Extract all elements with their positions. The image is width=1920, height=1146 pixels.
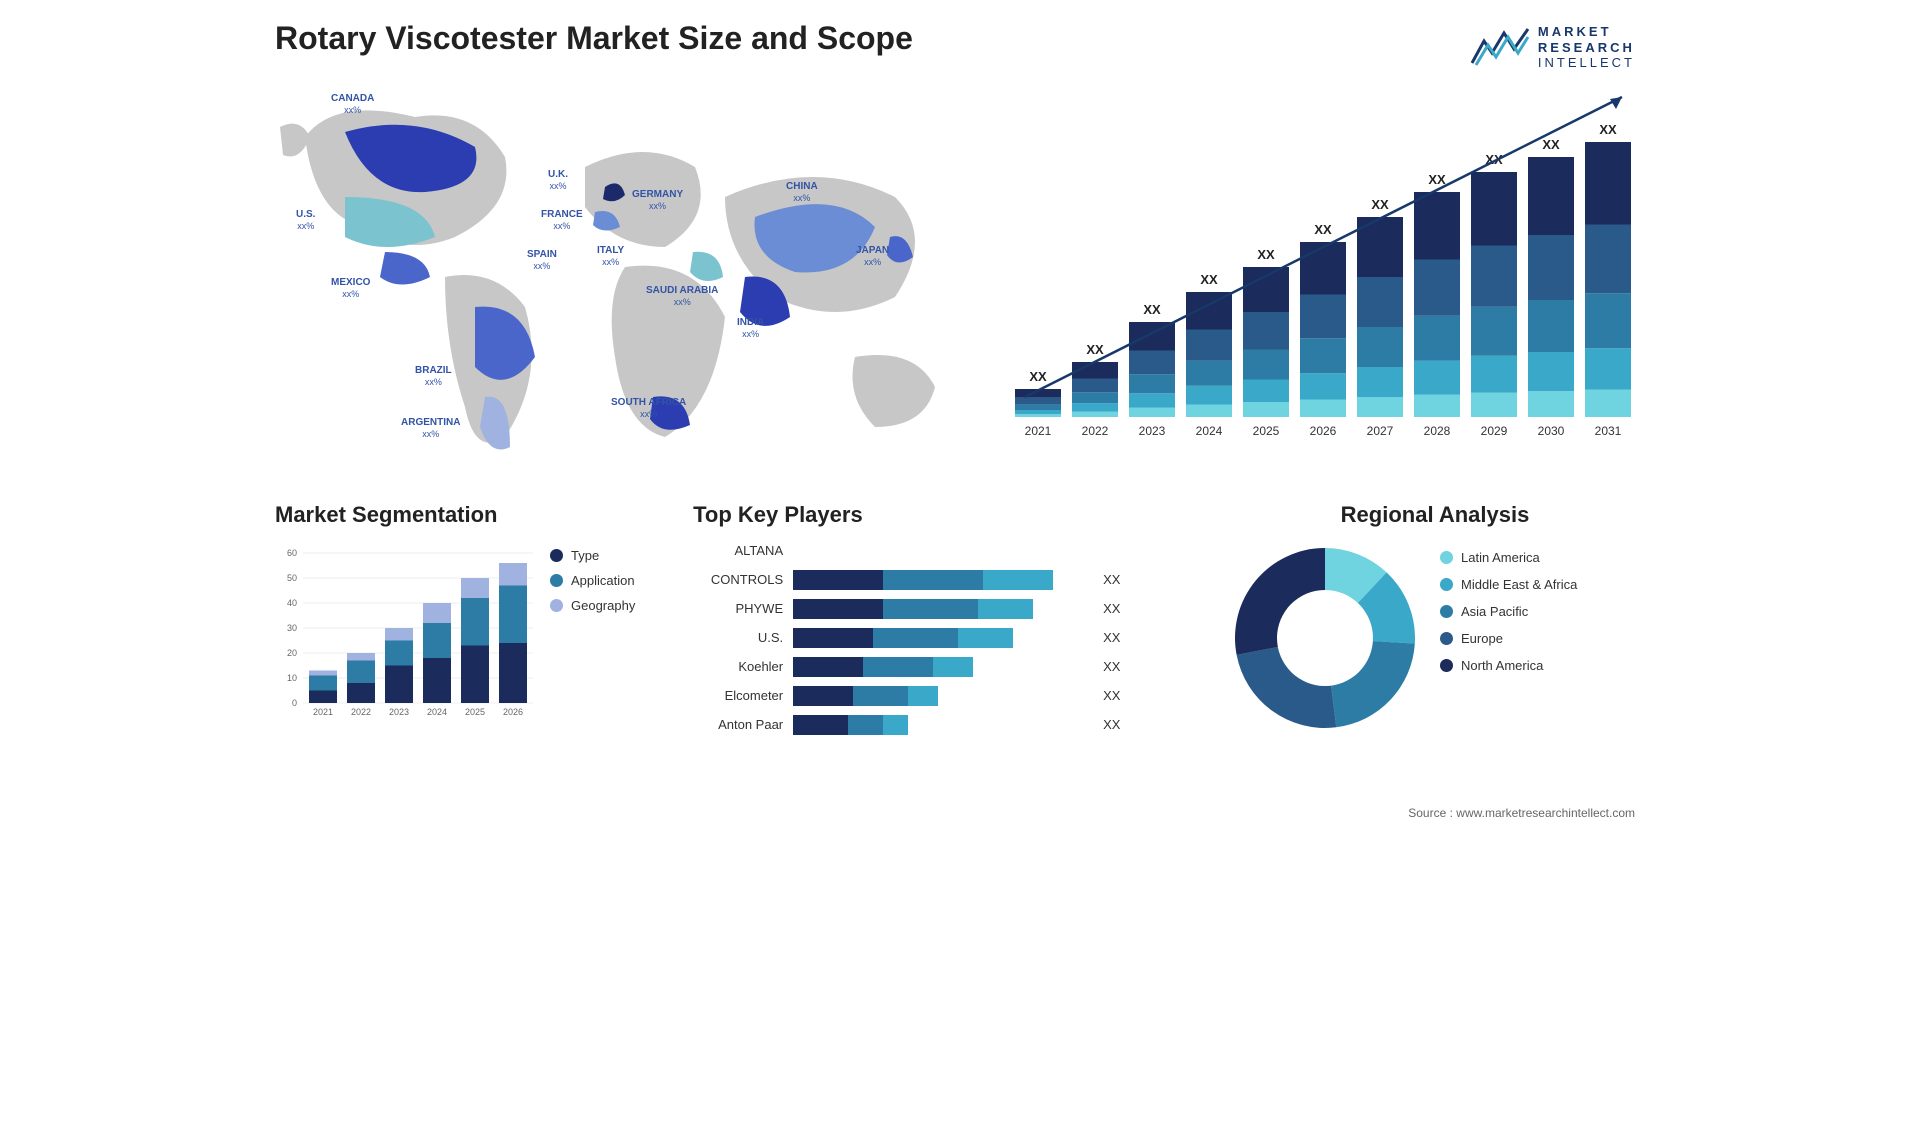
- player-name: ALTANA: [693, 543, 793, 558]
- player-name: PHYWE: [693, 601, 793, 616]
- svg-text:XX: XX: [1143, 302, 1161, 317]
- svg-text:2029: 2029: [1481, 424, 1508, 438]
- regional-title: Regional Analysis: [1225, 502, 1645, 528]
- legend-item: Europe: [1440, 631, 1577, 646]
- svg-text:2023: 2023: [1139, 424, 1166, 438]
- donut-svg: [1225, 538, 1425, 738]
- player-row: CONTROLS XX: [693, 567, 1205, 592]
- player-value: XX: [1103, 717, 1120, 732]
- svg-text:2021: 2021: [1025, 424, 1052, 438]
- svg-text:2028: 2028: [1424, 424, 1451, 438]
- page-title: Rotary Viscotester Market Size and Scope: [275, 20, 1645, 57]
- map-label: GERMANYxx%: [632, 189, 683, 212]
- map-label: FRANCExx%: [541, 209, 583, 232]
- svg-text:XX: XX: [1599, 122, 1617, 137]
- svg-text:XX: XX: [1428, 172, 1446, 187]
- growth-svg: 2021 XX 2022 XX 2023 XX 2024 XX 2025 XX 2026 XX 2027…: [1005, 77, 1645, 457]
- world-map: CANADAxx% U.S.xx% MEXICOxx% BRAZILxx% ARGENT…: [275, 77, 975, 477]
- growth-chart: 2021 XX 2022 XX 2023 XX 2024 XX 2025 XX 2026 XX 2027…: [1005, 77, 1645, 457]
- player-value: XX: [1103, 572, 1120, 587]
- player-name: Anton Paar: [693, 717, 793, 732]
- player-value: XX: [1103, 688, 1120, 703]
- logo-line2: RESEARCH: [1538, 40, 1635, 55]
- player-row: Anton Paar XX: [693, 712, 1205, 737]
- svg-text:XX: XX: [1086, 342, 1104, 357]
- segmentation-svg: 0 10 20 30 40 50 60 2021 2022 2023 2024 2025 2026: [275, 538, 535, 718]
- svg-text:2025: 2025: [1253, 424, 1280, 438]
- svg-text:XX: XX: [1200, 272, 1218, 287]
- player-value: XX: [1103, 601, 1120, 616]
- legend-item: Geography: [550, 598, 635, 613]
- map-label: CANADAxx%: [331, 93, 374, 116]
- svg-text:20: 20: [287, 648, 297, 658]
- legend-item: Type: [550, 548, 635, 563]
- svg-text:2022: 2022: [1082, 424, 1109, 438]
- map-label: JAPANxx%: [856, 245, 889, 268]
- svg-text:2025: 2025: [465, 707, 485, 717]
- brand-logo: MARKET RESEARCH INTELLECT: [1470, 24, 1635, 71]
- player-row: Koehler XX: [693, 654, 1205, 679]
- map-label: CHINAxx%: [786, 181, 818, 204]
- player-name: Elcometer: [693, 688, 793, 703]
- map-label: SAUDI ARABIAxx%: [646, 285, 718, 308]
- regional-panel: Regional Analysis Latin America Middle Ea…: [1225, 502, 1645, 741]
- svg-text:XX: XX: [1314, 222, 1332, 237]
- svg-text:XX: XX: [1029, 369, 1047, 384]
- svg-text:2022: 2022: [351, 707, 371, 717]
- svg-text:2024: 2024: [427, 707, 447, 717]
- svg-text:0: 0: [292, 698, 297, 708]
- segmentation-legend: Type Application Geography: [550, 538, 635, 718]
- source-text: Source : www.marketresearchintellect.com: [1408, 806, 1635, 820]
- svg-text:10: 10: [287, 673, 297, 683]
- map-label: U.S.xx%: [296, 209, 315, 232]
- player-name: CONTROLS: [693, 572, 793, 587]
- legend-item: North America: [1440, 658, 1577, 673]
- svg-text:40: 40: [287, 598, 297, 608]
- legend-item: Application: [550, 573, 635, 588]
- regional-legend: Latin America Middle East & Africa Asia Pa…: [1440, 538, 1577, 738]
- map-label: U.K.xx%: [548, 169, 568, 192]
- svg-text:2026: 2026: [1310, 424, 1337, 438]
- legend-item: Middle East & Africa: [1440, 577, 1577, 592]
- svg-text:2026: 2026: [503, 707, 523, 717]
- player-row: Elcometer XX: [693, 683, 1205, 708]
- segmentation-panel: Market Segmentation 0 10 20 30 40 50 60 2021 202…: [275, 502, 673, 741]
- player-value: XX: [1103, 630, 1120, 645]
- svg-text:30: 30: [287, 623, 297, 633]
- player-name: Koehler: [693, 659, 793, 674]
- svg-text:2021: 2021: [313, 707, 333, 717]
- svg-text:2030: 2030: [1538, 424, 1565, 438]
- players-panel: Top Key Players ALTANACONTROLSXXPHYWEXXU…: [693, 502, 1205, 741]
- map-label: MEXICOxx%: [331, 277, 370, 300]
- legend-item: Asia Pacific: [1440, 604, 1577, 619]
- svg-text:50: 50: [287, 573, 297, 583]
- svg-text:2024: 2024: [1196, 424, 1223, 438]
- logo-line1: MARKET: [1538, 24, 1612, 39]
- player-row: PHYWE XX: [693, 596, 1205, 621]
- segmentation-title: Market Segmentation: [275, 502, 673, 528]
- map-label: SPAINxx%: [527, 249, 557, 272]
- svg-text:2031: 2031: [1595, 424, 1622, 438]
- player-value: XX: [1103, 659, 1120, 674]
- legend-item: Latin America: [1440, 550, 1577, 565]
- map-label: ARGENTINAxx%: [401, 417, 460, 440]
- players-title: Top Key Players: [693, 502, 1205, 528]
- player-row: U.S. XX: [693, 625, 1205, 650]
- map-label: BRAZILxx%: [415, 365, 452, 388]
- logo-line3: INTELLECT: [1538, 55, 1635, 70]
- svg-text:XX: XX: [1542, 137, 1560, 152]
- map-label: ITALYxx%: [597, 245, 624, 268]
- map-label: INDIAxx%: [737, 317, 764, 340]
- svg-text:2023: 2023: [389, 707, 409, 717]
- player-name: U.S.: [693, 630, 793, 645]
- svg-text:XX: XX: [1257, 247, 1275, 262]
- svg-text:60: 60: [287, 548, 297, 558]
- map-label: SOUTH AFRICAxx%: [611, 397, 686, 420]
- logo-icon: [1470, 27, 1530, 67]
- svg-text:XX: XX: [1371, 197, 1389, 212]
- svg-text:2027: 2027: [1367, 424, 1394, 438]
